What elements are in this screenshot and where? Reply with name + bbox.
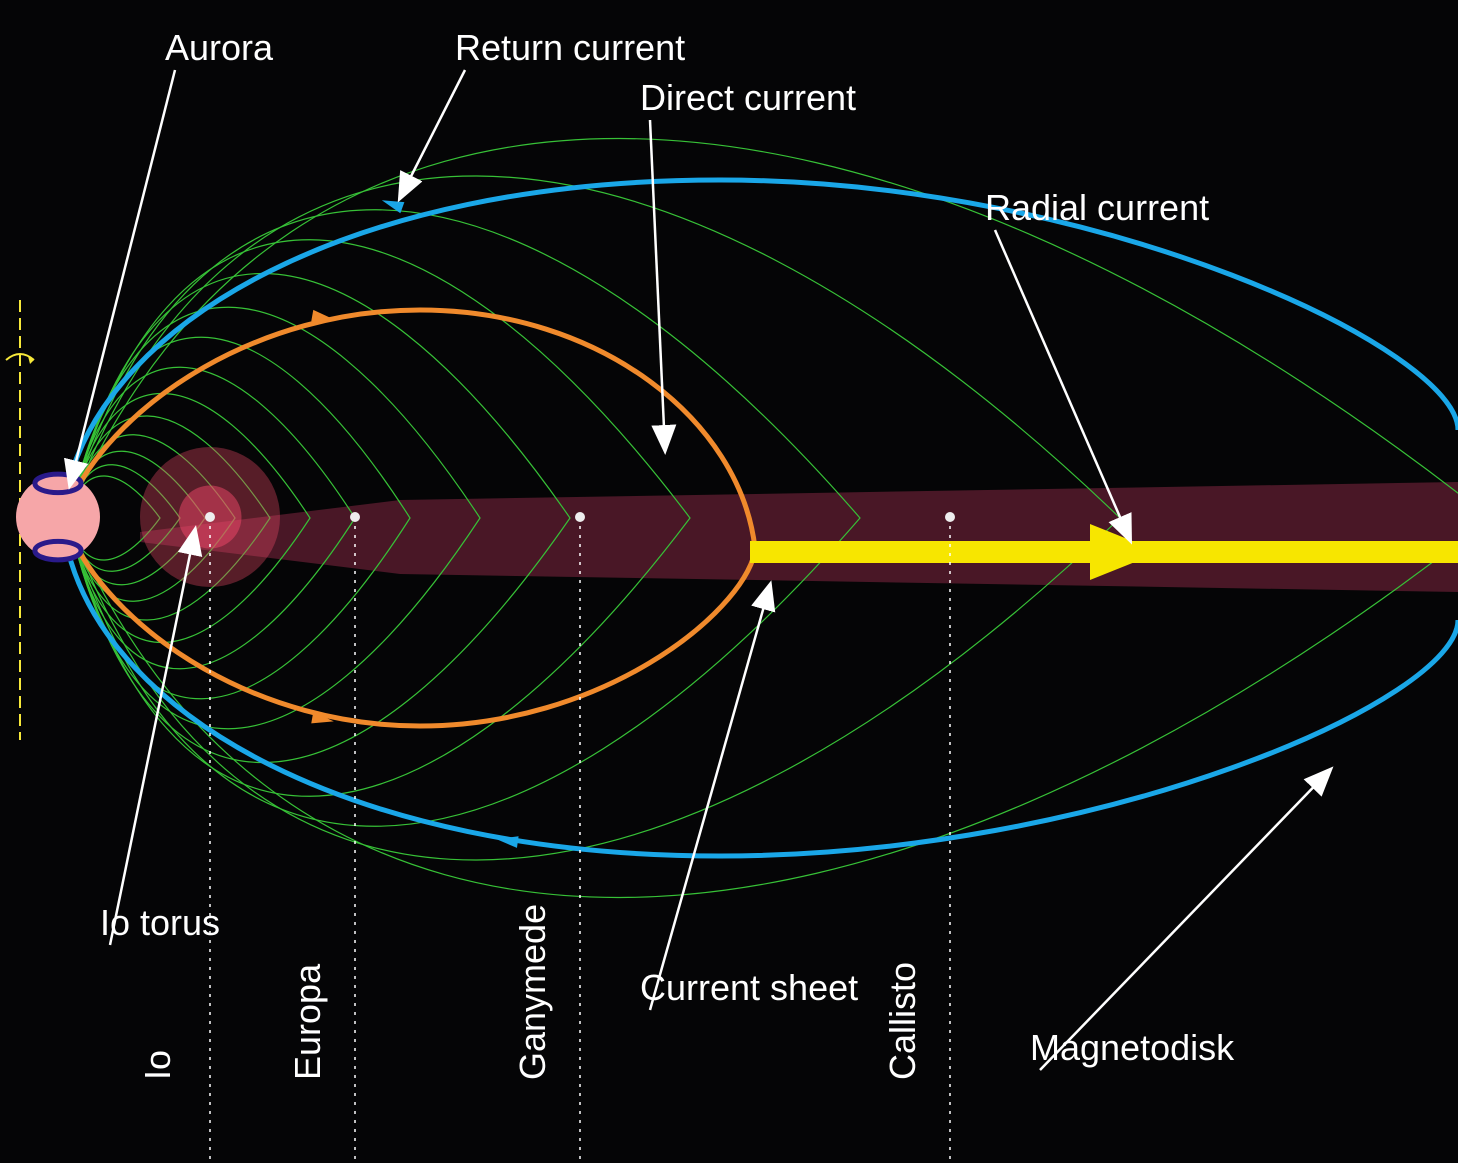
label-io_torus: Io torus (100, 902, 220, 943)
moon-dot-io (205, 512, 215, 522)
label-magnetodisk: Magnetodisk (1030, 1027, 1235, 1068)
moon-dot-ganymede (575, 512, 585, 522)
moon-dot-callisto (945, 512, 955, 522)
label-radial: Radial current (985, 187, 1209, 228)
moon-label-io_v: Io (137, 1050, 178, 1080)
moon-label-ganymede_v: Ganymede (512, 904, 553, 1080)
label-current_sheet: Current sheet (640, 967, 858, 1008)
label-aurora: Aurora (165, 27, 274, 68)
moon-label-callisto_v: Callisto (882, 962, 923, 1080)
moon-label-europa_v: Europa (287, 963, 328, 1080)
label-return: Return current (455, 27, 685, 68)
jupiter-disk (16, 475, 100, 559)
label-direct: Direct current (640, 77, 856, 118)
moon-dot-europa (350, 512, 360, 522)
